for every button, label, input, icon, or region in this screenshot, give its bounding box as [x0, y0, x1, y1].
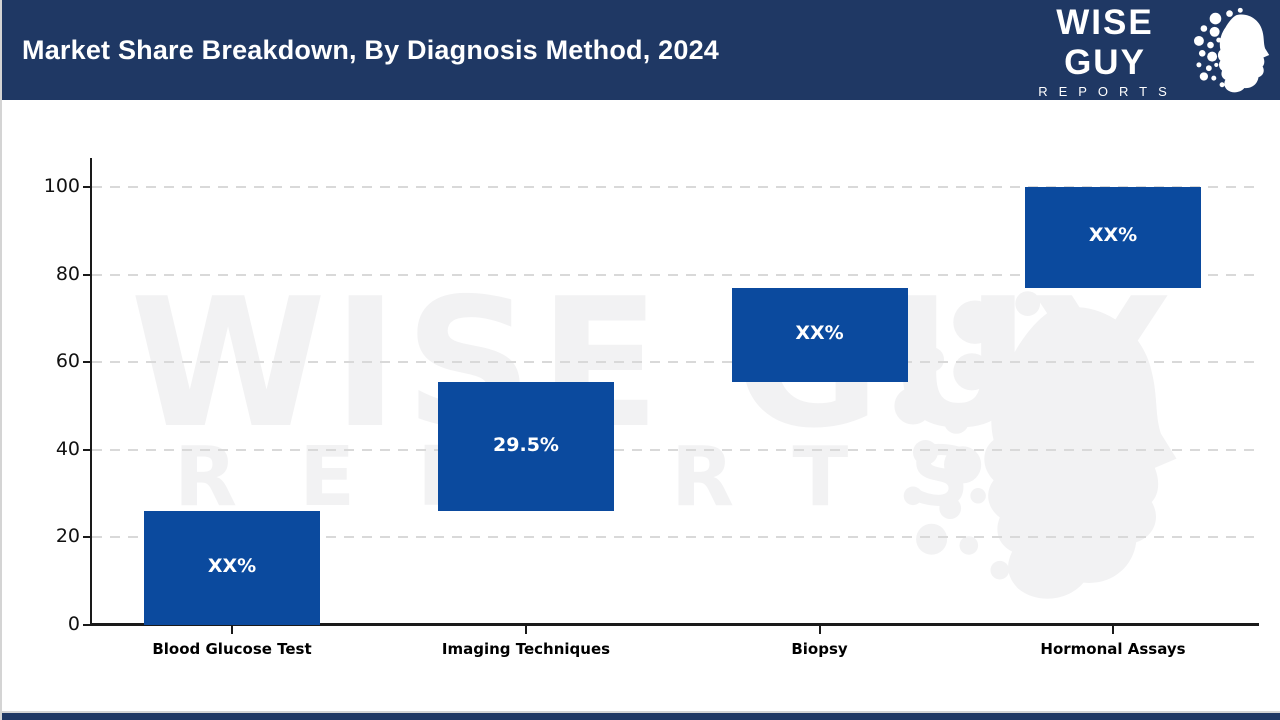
y-tick-mark-40 [83, 448, 91, 451]
y-axis-line [90, 158, 92, 625]
brand-logo: WISE GUY REPORTS [1014, 3, 1274, 99]
bar-blood-glucose-test [144, 511, 320, 625]
y-tick-mark-0 [83, 624, 91, 626]
x-axis-line [90, 623, 1259, 626]
gridline-40 [92, 448, 1257, 451]
bar-imaging-techniques [438, 381, 614, 512]
brand-subname: REPORTS [1038, 84, 1178, 99]
x-tick-mark [1112, 626, 1114, 634]
bar-value-label: 29.5% [493, 433, 559, 456]
x-tick-mark [231, 626, 233, 634]
x-category-label: Biopsy [791, 640, 848, 658]
y-tick-mark-60 [83, 361, 91, 364]
y-tick-mark-80 [83, 273, 91, 276]
y-tick-label-80: 80 [55, 262, 80, 285]
bar-value-label: XX% [795, 321, 844, 344]
y-tick-mark-100 [83, 186, 91, 188]
x-category-label: Hormonal Assays [1040, 640, 1186, 658]
x-tick-mark [818, 626, 821, 634]
gridline-100 [92, 186, 1257, 188]
y-tick-label-0: 0 [67, 613, 80, 635]
logo-face-icon [1193, 7, 1270, 93]
brand-name: WISE GUY [1056, 3, 1154, 82]
gridline-60 [92, 361, 1257, 364]
x-category-label: Blood Glucose Test [152, 640, 312, 658]
bar-value-label: XX% [207, 555, 257, 578]
brand-logo-text: WISE GUY REPORTS [1014, 3, 1196, 99]
y-tick-label-40: 40 [55, 437, 80, 460]
y-tick-label-60: 60 [55, 350, 80, 373]
page-title: Market Share Breakdown, By Diagnosis Met… [22, 35, 720, 65]
header-bar: Market Share Breakdown, By Diagnosis Met… [2, 0, 1280, 100]
bar-hormonal-assays [1025, 187, 1201, 288]
x-category-label: Imaging Techniques [441, 640, 611, 658]
x-tick-mark [525, 626, 527, 634]
gridline-80 [92, 273, 1257, 276]
gridline-20 [92, 536, 1257, 539]
footer-bar [2, 713, 1280, 720]
y-tick-label-100: 100 [43, 175, 80, 197]
bar-value-label: XX% [1088, 224, 1138, 247]
bar-biopsy [731, 287, 908, 382]
y-tick-mark-20 [83, 536, 91, 539]
y-tick-label-20: 20 [55, 525, 80, 548]
